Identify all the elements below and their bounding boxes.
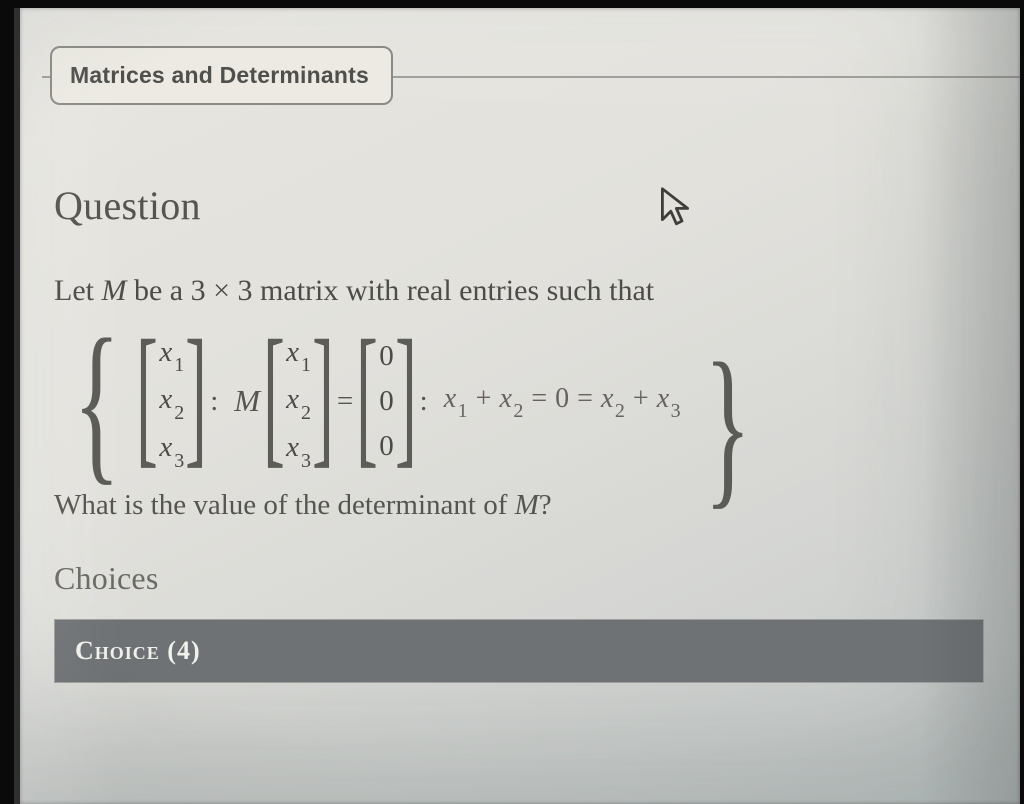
- eq0: = 0 =: [531, 383, 601, 414]
- text: be a: [134, 274, 191, 307]
- bracket-close: ]: [395, 333, 417, 458]
- sub: 2: [301, 402, 311, 424]
- x: x: [159, 336, 172, 368]
- zero: 0: [379, 379, 394, 424]
- left-brace: {: [73, 332, 120, 471]
- sub: 1: [458, 400, 469, 422]
- question-block: Question Let M be a 3 × 3 matrix with re…: [54, 182, 1010, 683]
- text: matrix with real entries such that: [260, 274, 654, 307]
- x: x: [159, 431, 172, 463]
- photo-frame: Matrices and Determinants Question Let M…: [0, 0, 1024, 804]
- vector-x-2: x1 x2 x3: [282, 324, 315, 479]
- x: x: [657, 383, 670, 414]
- x: x: [286, 336, 299, 368]
- right-brace: }: [704, 356, 751, 495]
- var-M: M: [515, 489, 539, 521]
- bracket-open: [: [137, 333, 159, 458]
- sub: 2: [513, 400, 524, 422]
- equals: =: [331, 385, 359, 418]
- vector-x: x1 x2 x3: [155, 324, 188, 479]
- question-ask: What is the value of the determinant of …: [54, 489, 1010, 522]
- bracket-close: ]: [185, 333, 207, 458]
- topic-chip[interactable]: Matrices and Determinants: [50, 46, 393, 105]
- sub: 2: [174, 402, 184, 424]
- bracket-close: ]: [312, 333, 334, 458]
- sub: 3: [174, 450, 184, 472]
- page-surface: Matrices and Determinants Question Let M…: [14, 8, 1020, 804]
- x: x: [286, 431, 299, 463]
- colon: :: [204, 385, 224, 418]
- question-intro: Let M be a 3 × 3 matrix with real entrie…: [54, 271, 1010, 312]
- x: x: [444, 383, 457, 414]
- matrix-dim: 3 × 3: [191, 274, 253, 307]
- sub: 3: [301, 450, 311, 472]
- equation-row: { [ x1 x2 x3 ] : M [ x1 x2 x3 ] = [: [54, 324, 1010, 479]
- question-title: Question: [54, 182, 1010, 229]
- text: What is the value of the determinant of: [54, 489, 515, 521]
- sub: 2: [615, 400, 626, 422]
- bracket-open: [: [356, 333, 378, 458]
- x: x: [159, 383, 172, 415]
- x: x: [499, 383, 512, 414]
- zero: 0: [379, 424, 394, 469]
- plus: +: [476, 383, 500, 414]
- sub: 3: [671, 400, 682, 422]
- sub: 1: [174, 354, 184, 376]
- constraint-expr: x1 + x2 = 0 = x2 + x3: [438, 383, 681, 420]
- choice-header-row[interactable]: Choice (4): [54, 619, 984, 683]
- x: x: [286, 383, 299, 415]
- var-M: M: [228, 383, 266, 419]
- text: ?: [539, 489, 552, 521]
- bracket-open: [: [263, 333, 285, 458]
- zero: 0: [379, 334, 394, 379]
- plus: +: [633, 383, 657, 414]
- x: x: [601, 383, 614, 414]
- sub: 1: [301, 354, 311, 376]
- choice-header-text: Choice (4): [75, 636, 201, 665]
- choices-label: Choices: [54, 560, 1010, 597]
